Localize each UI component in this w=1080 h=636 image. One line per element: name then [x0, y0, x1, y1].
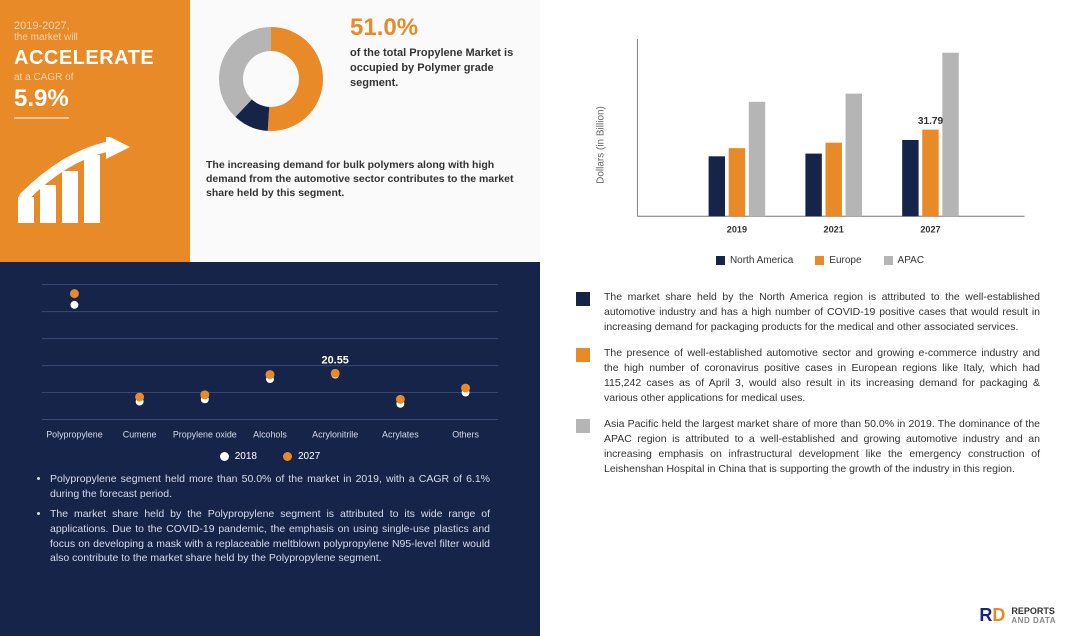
- donut-percent: 51.0%: [350, 14, 524, 42]
- svg-text:2021: 2021: [824, 225, 844, 235]
- svg-text:Acrylonitrile: Acrylonitrile: [312, 429, 358, 439]
- svg-text:Others: Others: [452, 429, 479, 439]
- cagr-value: 5.9%: [14, 85, 69, 119]
- dot-chart-legend: 20182027: [22, 451, 518, 462]
- region-descriptions: The market share held by the North Ameri…: [560, 280, 1060, 487]
- cagr-sub: at a CAGR of: [14, 72, 176, 83]
- brand-logo: RD REPORTSAND DATA: [979, 605, 1056, 626]
- cagr-years: 2019-2027,: [14, 20, 176, 32]
- bar-chart-legend: North AmericaEuropeAPAC: [610, 255, 1030, 266]
- svg-text:20.55: 20.55: [322, 354, 349, 366]
- svg-text:2027: 2027: [920, 225, 940, 235]
- donut-panel: 51.0% of the total Propylene Market is o…: [190, 0, 540, 262]
- donut-desc: of the total Propylene Market is occupie…: [350, 46, 524, 91]
- region-desc-item: The presence of well-established automot…: [576, 346, 1040, 407]
- svg-text:Cumene: Cumene: [123, 429, 157, 439]
- svg-text:Polypropylene: Polypropylene: [46, 429, 102, 439]
- cagr-lead: the market will: [14, 32, 176, 43]
- cagr-panel: 2019-2027, the market will ACCELERATE at…: [0, 0, 190, 262]
- svg-text:Propylene oxide: Propylene oxide: [173, 429, 237, 439]
- bar-chart: 2019 2021 2027 31.79: [610, 20, 1030, 250]
- svg-text:Acrylates: Acrylates: [382, 429, 419, 439]
- region-swatch-icon: [576, 292, 590, 306]
- svg-text:2019: 2019: [727, 225, 747, 235]
- region-desc-item: The market share held by the North Ameri…: [576, 290, 1040, 336]
- dot-chart-bullets: Polypropylene segment held more than 50.…: [22, 462, 518, 582]
- region-swatch-icon: [576, 419, 590, 433]
- cagr-headline: ACCELERATE: [14, 47, 176, 70]
- bar-chart-panel: Dollars (in Billion) 2019 2021 2027 31.79 N…: [560, 10, 1060, 280]
- donut-chart: [206, 14, 336, 144]
- region-swatch-icon: [576, 348, 590, 362]
- growth-bars-arrow-icon: [14, 137, 176, 230]
- dot-chart: Polypropylene Cumene Propylene oxide Alcoho…: [22, 278, 518, 448]
- dot-chart-panel: Polypropylene Cumene Propylene oxide Alcoho…: [0, 262, 540, 636]
- svg-text:31.79: 31.79: [918, 116, 944, 127]
- bar-chart-ylabel: Dollars (in Billion): [595, 106, 606, 184]
- svg-text:Alcohols: Alcohols: [253, 429, 287, 439]
- region-desc-item: Asia Pacific held the largest market sha…: [576, 417, 1040, 478]
- donut-caption: The increasing demand for bulk polymers …: [206, 158, 524, 201]
